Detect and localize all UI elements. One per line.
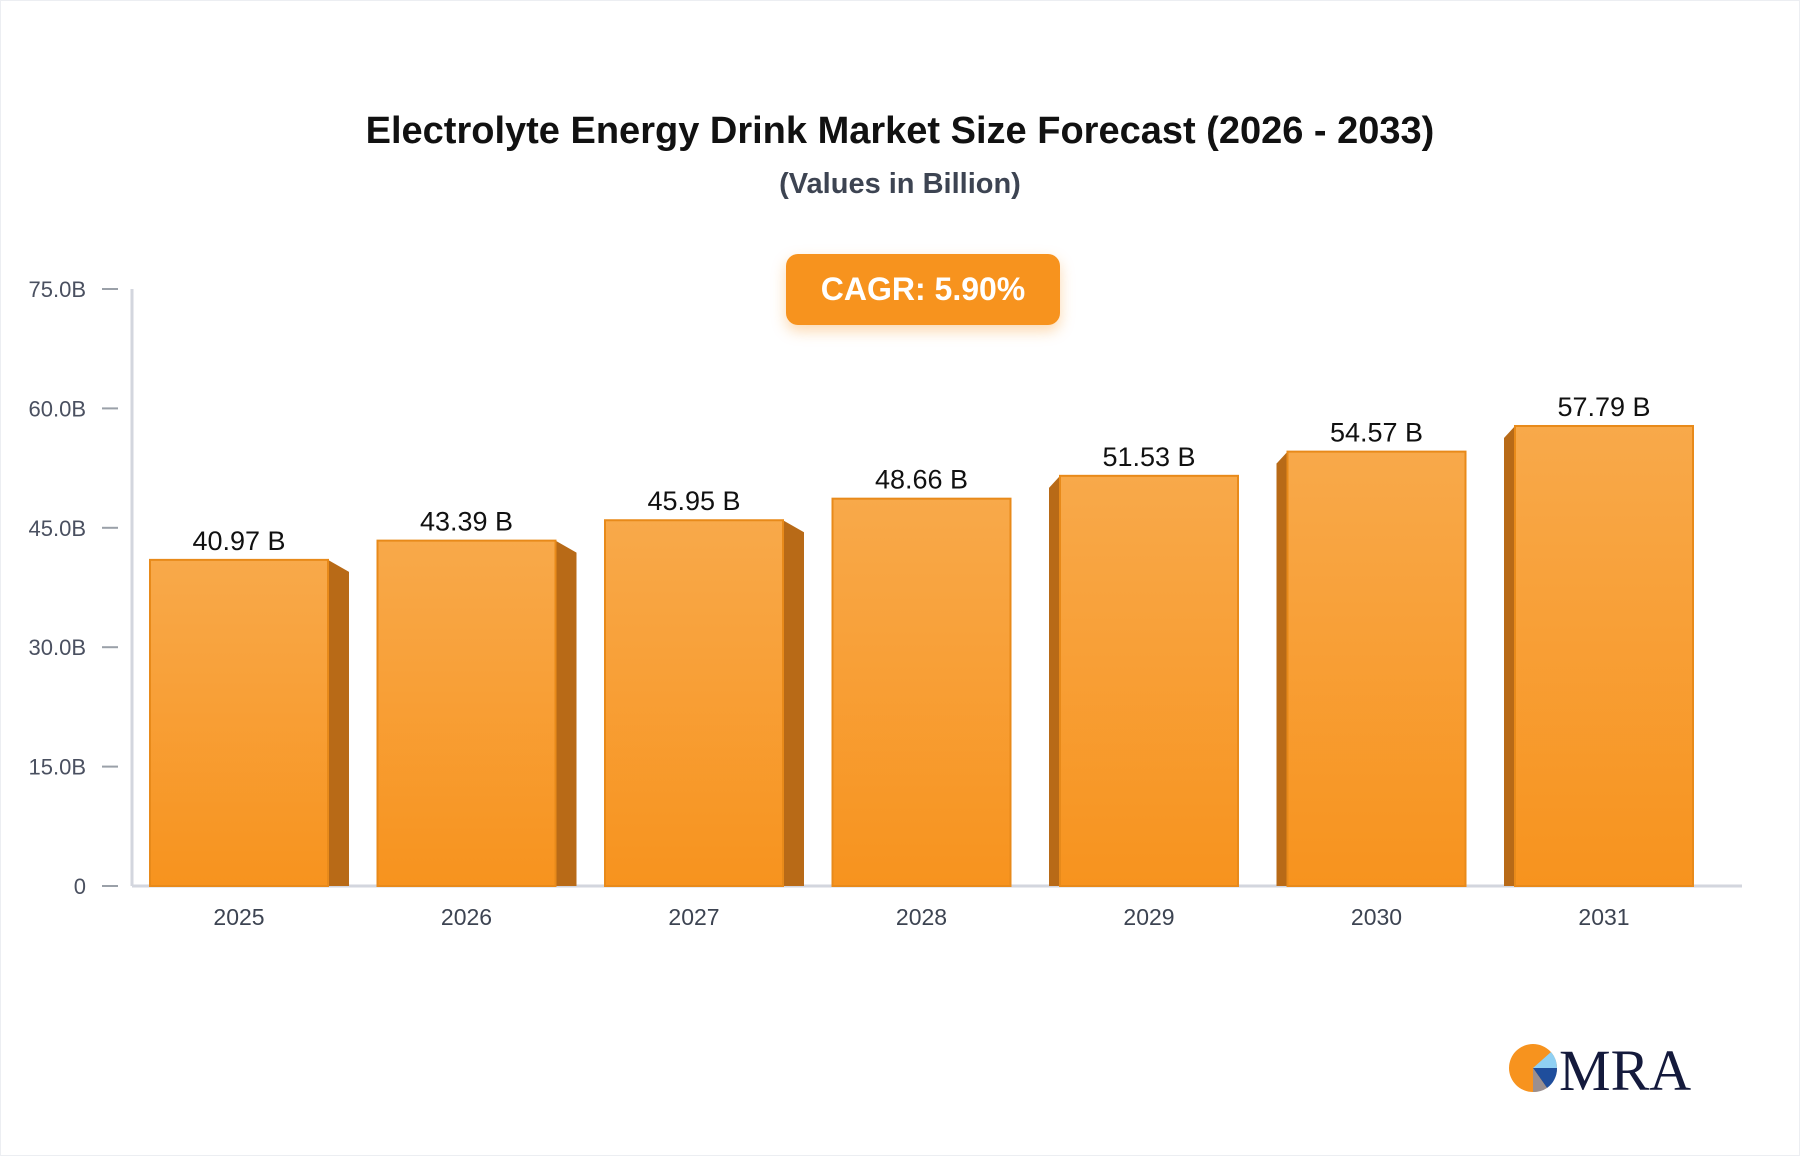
bar-group: 54.57 B 2030 <box>1276 418 1467 930</box>
chart-subtitle: (Values in Billion) <box>779 168 1021 200</box>
bar-group: 48.66 B 2028 <box>831 465 1012 930</box>
bar-side <box>1504 425 1515 886</box>
data-label: 43.39 B <box>420 507 513 537</box>
data-label: 51.53 B <box>1102 442 1195 472</box>
data-label: 40.97 B <box>192 526 285 556</box>
bar-group: 51.53 B 2029 <box>1049 442 1239 930</box>
bar-side <box>783 520 804 886</box>
x-tick-label: 2027 <box>668 904 719 930</box>
bar-group: 45.95 B 2027 <box>604 486 804 930</box>
bar-side <box>1049 475 1060 886</box>
bar <box>1059 474 1239 887</box>
bar-group: 57.79 B 2031 <box>1504 392 1694 930</box>
y-tick-label: 0 <box>74 874 86 899</box>
bar <box>149 558 329 887</box>
bar <box>1514 424 1694 887</box>
bar <box>1286 450 1467 887</box>
x-tick-label: 2025 <box>213 904 264 930</box>
x-tick-label: 2029 <box>1123 904 1174 930</box>
mra-logo: MRA <box>1509 1038 1691 1098</box>
data-label: 54.57 B <box>1330 418 1423 448</box>
bar-group: 43.39 B 2026 <box>376 507 577 930</box>
logo-text: MRA <box>1559 1038 1691 1098</box>
y-tick-label: 30.0B <box>29 635 87 660</box>
y-tick-label: 15.0B <box>29 755 87 780</box>
data-label: 57.79 B <box>1557 392 1650 422</box>
data-label: 45.95 B <box>647 486 740 516</box>
bar-group: 40.97 B 2025 <box>149 526 349 930</box>
x-tick-label: 2026 <box>441 904 492 930</box>
bar-side <box>328 559 349 886</box>
chart-title: Electrolyte Energy Drink Market Size For… <box>365 110 1435 152</box>
bar <box>604 519 784 887</box>
bar <box>831 497 1012 887</box>
y-tick-label: 60.0B <box>29 396 87 421</box>
y-tick-label: 45.0B <box>29 516 87 541</box>
bar-side <box>555 540 577 886</box>
x-tick-label: 2030 <box>1351 904 1402 930</box>
x-tick-label: 2031 <box>1578 904 1629 930</box>
bar <box>376 539 557 887</box>
y-tick-label: 75.0B <box>29 277 87 302</box>
bar-side <box>1276 451 1288 886</box>
cagr-badge: CAGR: 5.90% <box>786 254 1060 325</box>
data-label: 48.66 B <box>875 465 968 495</box>
x-tick-label: 2028 <box>896 904 947 930</box>
